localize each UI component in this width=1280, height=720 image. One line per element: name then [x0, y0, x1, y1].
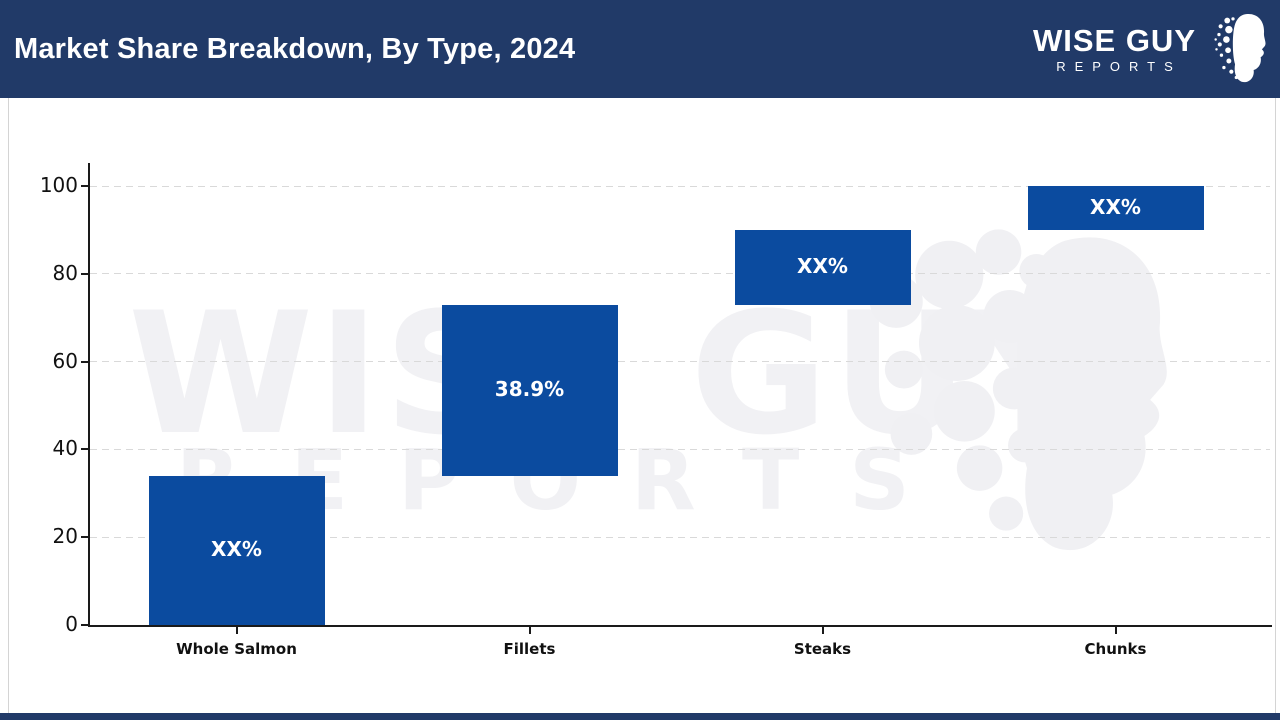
y-tick-mark [81, 448, 89, 451]
y-axis-tick-label: 100 [39, 173, 78, 197]
page-title: Market Share Breakdown, By Type, 2024 [14, 32, 576, 65]
bar-value-label: 38.9% [494, 377, 565, 402]
x-tick-mark [235, 627, 238, 634]
header-bar: Market Share Breakdown, By Type, 2024 WI… [0, 0, 1280, 98]
x-tick-mark [821, 627, 824, 634]
gridline [90, 273, 1270, 275]
bar-value-label: XX% [211, 537, 262, 562]
y-axis-tick-label: 20 [52, 524, 78, 549]
wise-guy-logo: WISE GUY REPORTS [1033, 9, 1266, 89]
x-axis-line [88, 625, 1272, 627]
logo-text: WISE GUY REPORTS [1033, 25, 1196, 73]
bar-chunks [1027, 186, 1204, 230]
y-tick-mark [81, 185, 89, 187]
x-axis-label: Fillets [503, 640, 556, 658]
y-axis-tick-label: 80 [52, 260, 78, 285]
footer-accent-bar [0, 713, 1280, 720]
y-axis-tick-label: 40 [52, 436, 78, 461]
y-tick-mark [81, 272, 89, 275]
logo-wordmark: WISE GUY [1032, 23, 1196, 58]
y-tick-mark [81, 360, 89, 363]
gridline [90, 536, 1270, 538]
y-tick-mark [81, 624, 89, 626]
gridline [90, 185, 1270, 187]
bar-fillets [441, 304, 618, 476]
logo-subtitle: REPORTS [1056, 59, 1182, 74]
bar-value-label: XX% [1090, 194, 1141, 219]
y-tick-mark [81, 536, 89, 539]
y-axis-tick-label: 60 [52, 348, 78, 373]
gridline [90, 361, 1270, 363]
bar-value-label: XX% [797, 254, 848, 279]
x-axis-label: Steaks [793, 640, 852, 658]
y-axis-line [88, 163, 90, 627]
y-axis-tick-label: 0 [65, 612, 78, 636]
bar-whole-salmon [148, 475, 325, 625]
x-tick-mark [528, 627, 531, 634]
x-axis-label: Chunks [1084, 640, 1147, 658]
x-axis-label: Whole Salmon [176, 640, 297, 658]
x-tick-mark [1114, 627, 1117, 634]
gridline [90, 448, 1270, 450]
dotted-face-icon [1214, 14, 1266, 83]
